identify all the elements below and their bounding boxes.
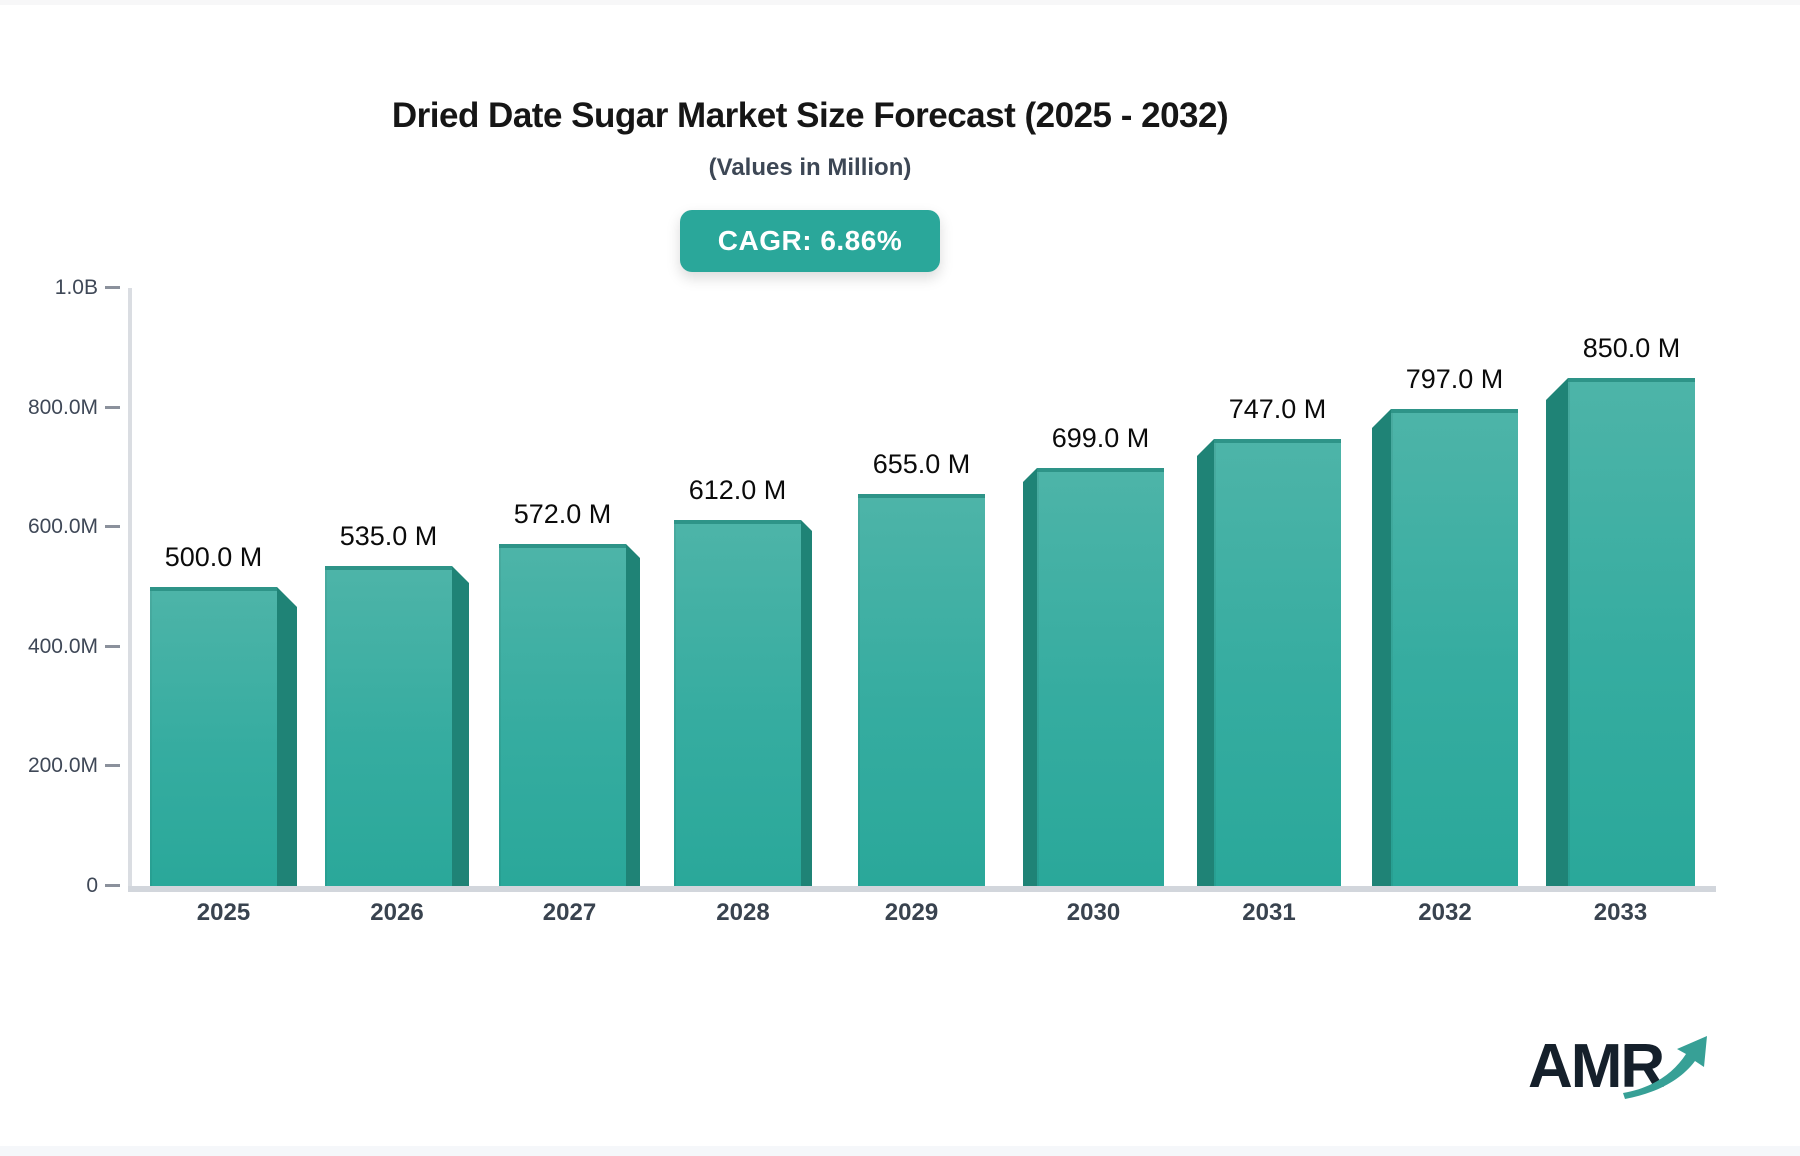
top-edge-strip — [0, 0, 1800, 5]
bar-side-3d — [1023, 468, 1037, 886]
bar-side-3d — [1197, 439, 1214, 886]
amr-logo: AMR — [1528, 1030, 1718, 1110]
bar-side-3d — [452, 566, 469, 886]
bar-value-label: 747.0 M — [1228, 394, 1327, 424]
y-tick-mark — [105, 764, 120, 767]
bar-2029 — [858, 494, 985, 886]
bar-value-label: 699.0 M — [1051, 423, 1150, 453]
cagr-badge: CAGR: 6.86% — [679, 210, 941, 272]
x-axis-label-2030: 2030 — [1066, 899, 1121, 926]
bar-side-3d — [1372, 409, 1391, 886]
y-tick-mark — [105, 286, 120, 289]
y-axis-line — [128, 288, 132, 886]
bar-value-label: 850.0 M — [1582, 333, 1681, 363]
bar-value-label: 535.0 M — [339, 521, 438, 551]
bar-side-3d — [801, 520, 812, 886]
bar-2032 — [1391, 409, 1518, 886]
amr-logo-text: AMR — [1528, 1032, 1665, 1101]
y-tick-mark — [105, 645, 120, 648]
y-tick-label: 0 — [86, 874, 98, 897]
y-tick-label: 800.0M — [27, 396, 98, 419]
growth-arrow-icon — [1623, 1036, 1707, 1099]
y-tick-label: 200.0M — [27, 754, 98, 777]
chart-header: Dried Date Sugar Market Size Forecast (2… — [0, 96, 1620, 272]
x-axis-label-2027: 2027 — [542, 899, 597, 926]
bar-value-label: 572.0 M — [513, 499, 612, 529]
y-tick-mark — [105, 884, 120, 887]
bar-value-label: 655.0 M — [872, 449, 971, 479]
bar-2025 — [150, 587, 277, 886]
bar-2028 — [674, 520, 801, 886]
y-tick-mark — [105, 406, 120, 409]
x-axis-label-2025: 2025 — [196, 899, 251, 926]
y-tick-label: 400.0M — [27, 635, 98, 658]
y-tick-label: 1.0B — [54, 276, 98, 299]
x-axis-label-2028: 2028 — [716, 899, 770, 926]
x-axis-label-2029: 2029 — [884, 899, 939, 926]
bar-2030 — [1037, 468, 1164, 886]
bar-value-label: 797.0 M — [1405, 364, 1504, 394]
bar-2027 — [499, 544, 626, 886]
bar-side-3d — [626, 544, 640, 886]
chart-subtitle: (Values in Million) — [708, 154, 912, 181]
y-tick-label: 600.0M — [27, 515, 98, 538]
chart-title: Dried Date Sugar Market Size Forecast (2… — [391, 96, 1229, 135]
bottom-edge-strip — [0, 1146, 1800, 1156]
x-axis-label-2031: 2031 — [1242, 899, 1296, 926]
x-axis-label-2032: 2032 — [1418, 899, 1472, 926]
bar-value-label: 612.0 M — [688, 475, 787, 505]
y-tick-mark — [105, 525, 120, 528]
bar-side-3d — [277, 587, 297, 886]
bar-2031 — [1214, 439, 1341, 886]
x-axis-baseline — [128, 886, 1716, 892]
bar-side-3d — [1546, 378, 1568, 886]
x-axis-label-2033: 2033 — [1593, 899, 1648, 926]
x-axis-label-2026: 2026 — [370, 899, 424, 926]
bar-value-label: 500.0 M — [164, 542, 263, 572]
bar-2026 — [325, 566, 452, 886]
bar-2033 — [1568, 378, 1695, 886]
